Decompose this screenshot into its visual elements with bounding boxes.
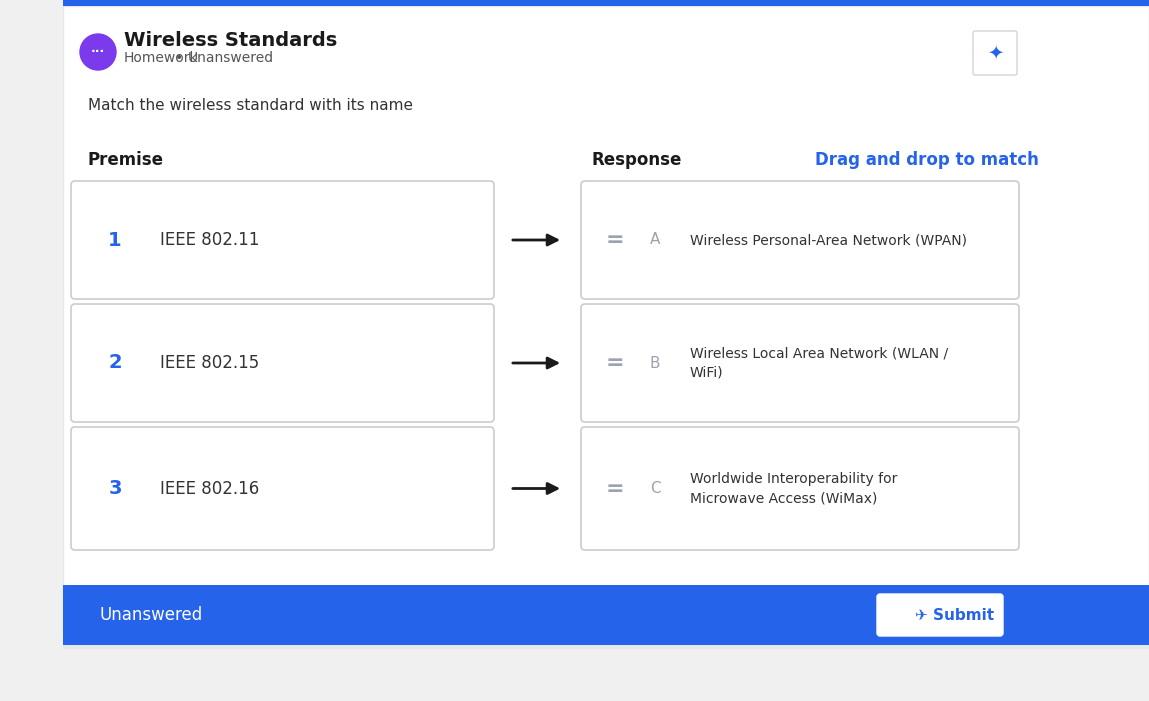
Text: Unanswered: Unanswered: [100, 606, 203, 624]
FancyBboxPatch shape: [877, 594, 1003, 636]
Text: A: A: [650, 233, 661, 247]
Text: =: =: [606, 230, 624, 250]
Text: Drag and drop to match: Drag and drop to match: [815, 151, 1039, 169]
Text: IEEE 802.16: IEEE 802.16: [160, 479, 260, 498]
Text: ✈ Submit: ✈ Submit: [915, 608, 994, 622]
Text: =: =: [606, 353, 624, 373]
FancyBboxPatch shape: [63, 0, 1149, 6]
FancyBboxPatch shape: [973, 31, 1017, 75]
Text: 3: 3: [108, 479, 122, 498]
FancyBboxPatch shape: [71, 304, 494, 422]
Text: ···: ···: [91, 46, 105, 58]
FancyBboxPatch shape: [71, 427, 494, 550]
Text: =: =: [606, 479, 624, 498]
FancyBboxPatch shape: [63, 6, 1149, 636]
FancyBboxPatch shape: [581, 181, 1019, 299]
Text: 1: 1: [108, 231, 122, 250]
FancyBboxPatch shape: [71, 181, 494, 299]
Text: Worldwide Interoperability for
Microwave Access (WiMax): Worldwide Interoperability for Microwave…: [691, 472, 897, 505]
FancyBboxPatch shape: [63, 585, 1149, 645]
Circle shape: [80, 34, 116, 70]
Text: Response: Response: [592, 151, 683, 169]
Text: IEEE 802.15: IEEE 802.15: [160, 354, 260, 372]
Text: B: B: [649, 355, 661, 371]
Text: Wireless Personal-Area Network (WPAN): Wireless Personal-Area Network (WPAN): [691, 233, 967, 247]
Text: Match the wireless standard with its name: Match the wireless standard with its nam…: [88, 97, 412, 112]
Text: ✦: ✦: [987, 43, 1003, 62]
Text: •: •: [175, 51, 183, 65]
Text: Homework: Homework: [124, 51, 199, 65]
FancyBboxPatch shape: [63, 645, 1149, 649]
Text: Wireless Standards: Wireless Standards: [124, 31, 338, 50]
Text: Unanswered: Unanswered: [188, 51, 275, 65]
Text: 2: 2: [108, 353, 122, 372]
FancyBboxPatch shape: [581, 304, 1019, 422]
Text: IEEE 802.11: IEEE 802.11: [160, 231, 260, 249]
FancyBboxPatch shape: [581, 427, 1019, 550]
Text: Premise: Premise: [88, 151, 164, 169]
Text: C: C: [649, 481, 661, 496]
Text: Wireless Local Area Network (WLAN /
WiFi): Wireless Local Area Network (WLAN / WiFi…: [691, 346, 948, 380]
